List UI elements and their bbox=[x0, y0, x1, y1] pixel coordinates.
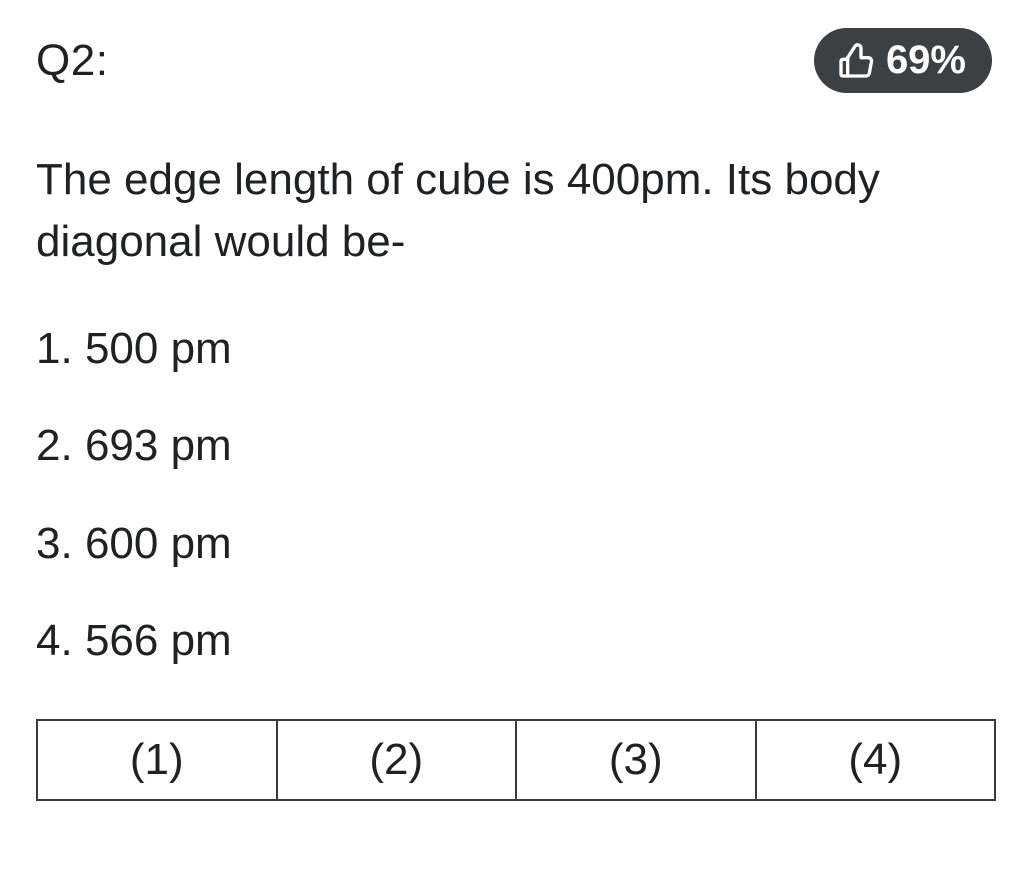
option-number: 3. bbox=[36, 519, 73, 568]
answer-cell-1[interactable]: (1) bbox=[37, 720, 277, 800]
option-text: 500 pm bbox=[85, 324, 232, 373]
question-page: Q2: 69% The edge length of cube is 400pm… bbox=[0, 0, 1024, 869]
thumb-up-icon bbox=[836, 41, 876, 81]
option-text: 693 pm bbox=[85, 421, 232, 470]
option-2[interactable]: 2. 693 pm bbox=[36, 417, 992, 474]
option-3[interactable]: 3. 600 pm bbox=[36, 515, 992, 572]
option-1[interactable]: 1. 500 pm bbox=[36, 320, 992, 377]
answer-selector-table: (1) (2) (3) (4) bbox=[36, 719, 996, 801]
option-list: 1. 500 pm 2. 693 pm 3. 600 pm 4. 566 pm bbox=[36, 320, 992, 669]
option-text: 566 pm bbox=[85, 616, 232, 665]
answer-cell-2[interactable]: (2) bbox=[277, 720, 517, 800]
option-4[interactable]: 4. 566 pm bbox=[36, 612, 992, 669]
question-text: The edge length of cube is 400pm. Its bo… bbox=[36, 149, 992, 272]
upvote-badge[interactable]: 69% bbox=[814, 28, 992, 93]
answer-cell-3[interactable]: (3) bbox=[516, 720, 756, 800]
option-number: 1. bbox=[36, 324, 73, 373]
answer-cell-4[interactable]: (4) bbox=[756, 720, 996, 800]
option-text: 600 pm bbox=[85, 519, 232, 568]
upvote-percent: 69% bbox=[886, 38, 966, 83]
option-number: 4. bbox=[36, 616, 73, 665]
question-number: Q2: bbox=[36, 36, 108, 86]
option-number: 2. bbox=[36, 421, 73, 470]
header-row: Q2: 69% bbox=[36, 28, 992, 93]
